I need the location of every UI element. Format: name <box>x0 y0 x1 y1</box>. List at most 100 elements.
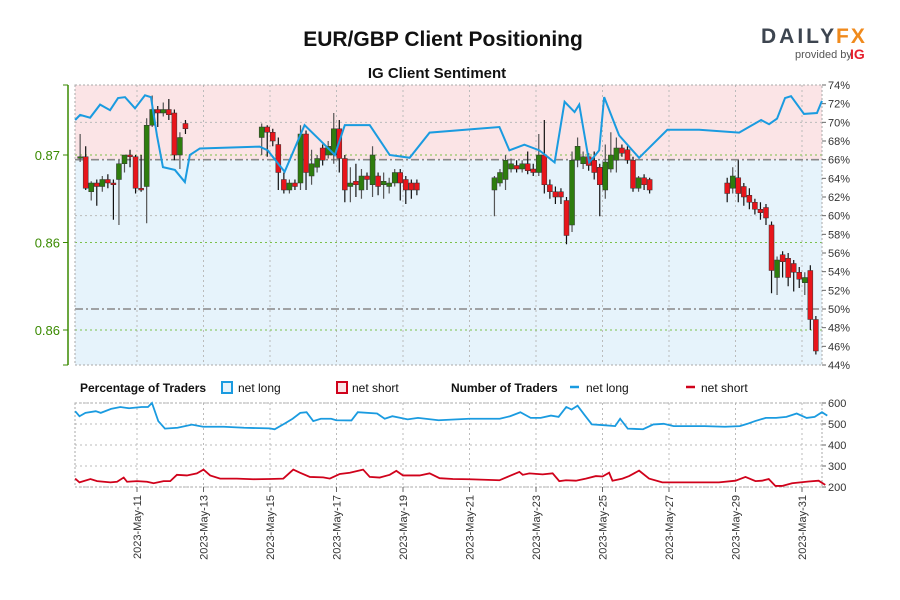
candle-down <box>624 146 631 164</box>
candle-body <box>127 154 133 157</box>
date-tick-label: 2023-May-31 <box>797 495 809 560</box>
candle-down <box>375 172 381 196</box>
candle-up <box>613 137 620 173</box>
candle-up <box>569 151 575 232</box>
candle-up <box>77 134 83 162</box>
candle-body <box>763 207 769 219</box>
candle-up <box>99 176 106 192</box>
candle-down <box>724 177 730 203</box>
candle-body <box>741 186 747 198</box>
candle-body <box>414 182 420 191</box>
date-tick-label: 2023-May-19 <box>398 495 410 560</box>
candle-body <box>369 154 376 185</box>
candle-body <box>613 147 620 161</box>
legend-pct-long: net long <box>238 381 281 395</box>
candle-down <box>796 267 802 288</box>
candle-down <box>281 172 287 194</box>
candle-body <box>790 263 797 273</box>
candle-up <box>491 176 498 217</box>
date-axis: 2023-May-11 2023-May-13 2023-May-15 2023-Ma… <box>132 487 809 560</box>
candle-body <box>807 270 814 320</box>
sentiment-tick-label: 72% <box>828 99 850 111</box>
date-tick-label: 2023-May-25 <box>598 495 610 560</box>
logo-daily: DAILY <box>761 25 837 48</box>
candle-body <box>143 125 150 187</box>
candle-body <box>796 272 802 280</box>
sentiment-tick-label: 54% <box>828 267 850 279</box>
net-long-pct-line <box>74 94 823 185</box>
candle-up <box>386 177 392 194</box>
candle-body <box>275 144 282 173</box>
candle-up <box>635 176 642 192</box>
price-axis: 0.87 0.86 0.86 <box>35 84 69 366</box>
dailyfx-logo: DAILY FX provided by IG <box>761 25 865 62</box>
sentiment-tick-label: 44% <box>828 360 850 372</box>
candle-down <box>303 130 309 190</box>
candle-down <box>408 179 415 199</box>
legend-pct-short: net short <box>352 381 399 395</box>
long-zone-bg <box>75 159 822 365</box>
candle-body <box>353 181 359 185</box>
legend-num-long: net long <box>586 381 629 395</box>
candle-body <box>182 123 189 129</box>
candle-up <box>177 132 183 169</box>
traders-tick-label: 600 <box>828 398 846 410</box>
candle-body <box>602 161 609 191</box>
candle-down <box>785 253 791 287</box>
candle-down <box>552 186 559 204</box>
candle-down <box>757 202 764 220</box>
sentiment-tick-label: 50% <box>828 304 850 316</box>
candle-down <box>763 204 769 225</box>
candle-body <box>397 172 404 184</box>
sentiment-tick-label: 62% <box>828 192 850 204</box>
candle-down <box>630 156 636 192</box>
candle-up <box>358 169 365 199</box>
candle-down <box>127 149 133 168</box>
traders-plot: 600 500 400 300 200 <box>74 398 846 494</box>
price-tick-label: 0.86 <box>35 323 60 338</box>
candle-body <box>547 184 553 192</box>
plot-border <box>74 84 823 366</box>
candle-down <box>807 265 814 330</box>
candle-body <box>779 254 786 262</box>
candle-down <box>353 163 359 197</box>
candle-up <box>391 169 398 187</box>
candle-up <box>88 181 94 201</box>
candle-body <box>171 112 178 156</box>
logo-provided-by: provided by <box>795 49 852 61</box>
candle-up <box>160 102 167 117</box>
candle-down <box>752 198 758 215</box>
candle-up <box>286 179 293 194</box>
candle-body <box>116 163 122 180</box>
date-tick-label: 2023-May-23 <box>531 495 543 560</box>
candle-body <box>563 200 570 236</box>
date-tick-label: 2023-May-29 <box>731 495 743 560</box>
candle-up <box>497 169 503 187</box>
logo-ig: IG <box>850 46 865 62</box>
sentiment-tick-label: 52% <box>828 285 850 297</box>
candle-body <box>635 177 642 189</box>
candle-body <box>77 156 83 159</box>
sentiment-tick-label: 70% <box>828 117 850 129</box>
candle-body <box>608 154 614 170</box>
price-tick-label: 0.86 <box>35 236 60 251</box>
short-zone-bg <box>75 85 822 160</box>
legend: Percentage of Traders net long net short… <box>80 381 748 395</box>
candle-body <box>491 177 498 191</box>
sentiment-axis: 74% 72% 70% 68% 66% 64% 62% 60% 58% 56% 54% 52% 50% 4… <box>822 80 850 372</box>
candle-down <box>563 197 570 245</box>
candle-body <box>497 172 503 184</box>
candle-body <box>292 182 298 187</box>
candle-up <box>380 172 387 199</box>
candle-down <box>779 251 786 278</box>
candle-up <box>116 160 122 225</box>
traders-tick-label: 400 <box>828 440 846 452</box>
candle-body <box>380 181 387 185</box>
candle-body <box>724 182 730 194</box>
candle-down <box>790 260 797 292</box>
candle-body <box>597 167 603 185</box>
candle-down <box>292 179 298 190</box>
legend-pct-title: Percentage of Traders <box>80 381 206 395</box>
candle-body <box>508 163 514 170</box>
